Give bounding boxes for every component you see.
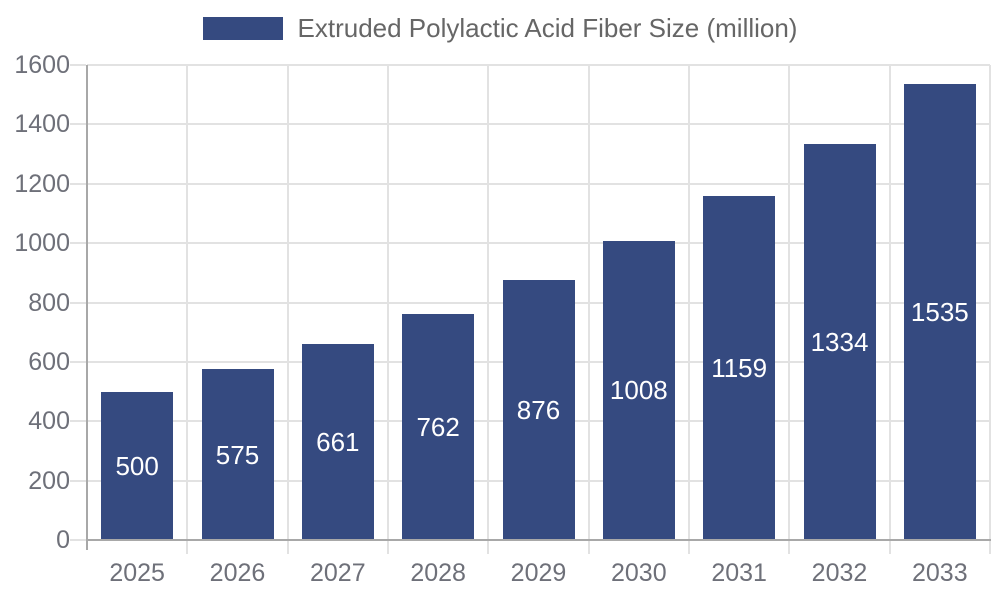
bar-value-label: 762	[416, 411, 460, 442]
gridline-vertical	[989, 65, 991, 540]
x-axis-line	[86, 539, 991, 541]
bar[interactable]: 1159	[703, 195, 776, 540]
x-tick-label: 2033	[912, 559, 968, 587]
gridline-vertical	[286, 65, 289, 540]
plot-area: 500 575 661 762 876 1008 1159 1334 1535	[86, 64, 991, 550]
bar[interactable]: 762	[402, 313, 475, 540]
bar-value-label: 1159	[711, 352, 768, 383]
bar[interactable]: 876	[502, 279, 575, 540]
bar[interactable]: 1334	[803, 143, 876, 540]
gridline-vertical	[387, 65, 389, 540]
x-tick-label: 2026	[209, 559, 266, 587]
bar-value-label: 1535	[910, 297, 969, 328]
x-tick-label: 2029	[510, 559, 567, 587]
gridline-horizontal	[87, 182, 990, 185]
bar-value-label: 661	[316, 426, 360, 457]
y-tick-label: 800	[28, 288, 70, 317]
x-tick-mark	[286, 541, 289, 554]
y-tick-mark	[70, 301, 86, 304]
y-tick-mark	[70, 539, 86, 541]
x-tick-label: 2032	[811, 559, 868, 587]
y-tick-label: 200	[28, 466, 70, 495]
gridline-horizontal	[87, 64, 990, 66]
y-tick-mark	[70, 64, 86, 66]
bar[interactable]: 1535	[903, 84, 976, 540]
x-tick-label: 2028	[410, 559, 466, 587]
y-tick-mark	[70, 182, 86, 185]
y-tick-label: 1000	[14, 229, 70, 258]
gridline-vertical	[688, 65, 690, 540]
gridline-vertical	[186, 65, 189, 540]
legend[interactable]: Extruded Polylactic Acid Fiber Size (mil…	[0, 14, 1000, 43]
gridline-vertical	[587, 65, 590, 540]
x-tick-label: 2027	[310, 559, 366, 587]
x-tick-label: 2025	[109, 559, 165, 587]
x-tick-mark	[788, 541, 791, 554]
y-tick-label: 600	[28, 347, 70, 376]
y-axis-line	[86, 65, 88, 550]
gridline-vertical	[888, 65, 891, 540]
y-tick-mark	[70, 479, 86, 482]
x-tick-label: 2030	[611, 559, 667, 587]
y-tick-mark	[70, 360, 86, 363]
gridline-vertical	[487, 65, 490, 540]
x-tick-mark	[387, 541, 389, 554]
x-tick-label: 2031	[711, 559, 767, 587]
bar[interactable]: 1008	[602, 240, 675, 540]
x-tick-mark	[186, 541, 189, 554]
y-tick-label: 400	[28, 407, 70, 436]
legend-label: Extruded Polylactic Acid Fiber Size (mil…	[297, 13, 798, 43]
x-tick-mark	[888, 541, 891, 554]
bar[interactable]: 575	[201, 369, 274, 540]
bar-layer: 500 575 661 762 876 1008 1159 1334 1535	[87, 65, 990, 540]
bar-value-label: 575	[215, 439, 260, 470]
y-tick-mark	[70, 123, 86, 126]
bar[interactable]: 661	[301, 343, 374, 540]
x-tick-mark	[989, 541, 991, 554]
y-tick-label: 0	[56, 526, 70, 554]
y-tick-mark	[70, 420, 86, 423]
legend-swatch	[202, 16, 283, 40]
y-tick-mark	[70, 242, 86, 245]
bar-value-label: 500	[115, 450, 159, 481]
bar-value-label: 1008	[609, 375, 668, 406]
bar-value-label: 876	[516, 394, 561, 425]
y-tick-label: 1200	[14, 169, 70, 198]
y-tick-label: 1600	[14, 51, 70, 79]
y-tick-label: 1400	[14, 110, 70, 139]
x-tick-mark	[587, 541, 590, 554]
bar[interactable]: 500	[101, 391, 174, 540]
gridline-horizontal	[87, 242, 990, 245]
x-tick-mark	[688, 541, 690, 554]
x-tick-mark	[487, 541, 490, 554]
bar-value-label: 1334	[810, 326, 869, 357]
gridline-horizontal	[87, 123, 990, 126]
gridline-vertical	[788, 65, 791, 540]
